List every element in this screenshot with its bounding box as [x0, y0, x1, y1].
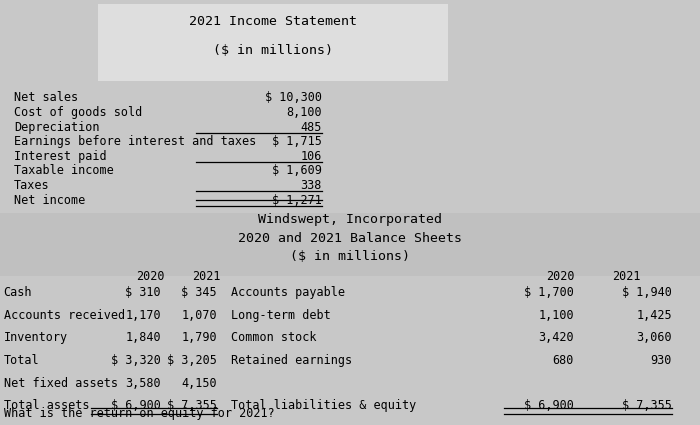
- Text: $ 1,940: $ 1,940: [622, 286, 672, 299]
- Text: $ 3,320: $ 3,320: [111, 354, 161, 367]
- Text: 1,070: 1,070: [181, 309, 217, 322]
- Text: Cash: Cash: [4, 286, 32, 299]
- Text: Earnings before interest and taxes: Earnings before interest and taxes: [14, 135, 256, 148]
- Text: 2021: 2021: [193, 270, 220, 283]
- Text: $ 310: $ 310: [125, 286, 161, 299]
- Text: Net income: Net income: [14, 193, 85, 207]
- Text: 1,425: 1,425: [636, 309, 672, 322]
- Text: Total assets: Total assets: [4, 399, 89, 412]
- Text: 2020 and 2021 Balance Sheets: 2020 and 2021 Balance Sheets: [238, 232, 462, 244]
- Text: Total liabilities & equity: Total liabilities & equity: [231, 399, 416, 412]
- Text: Accounts received: Accounts received: [4, 309, 125, 322]
- Text: 2020: 2020: [546, 270, 574, 283]
- Text: Total: Total: [4, 354, 39, 367]
- Text: What is the return on equity for 2021?: What is the return on equity for 2021?: [4, 407, 274, 420]
- Text: 338: 338: [300, 179, 322, 192]
- Text: ($ in millions): ($ in millions): [290, 249, 410, 263]
- Text: 2021: 2021: [612, 270, 640, 283]
- Text: Windswept, Incorporated: Windswept, Incorporated: [258, 213, 442, 227]
- Text: Depreciation: Depreciation: [14, 121, 99, 133]
- Text: 4,150: 4,150: [181, 377, 217, 390]
- Text: Inventory: Inventory: [4, 331, 68, 344]
- Text: Accounts payable: Accounts payable: [231, 286, 345, 299]
- Text: Taxable income: Taxable income: [14, 164, 113, 177]
- Text: 1,840: 1,840: [125, 331, 161, 344]
- Text: Net fixed assets: Net fixed assets: [4, 377, 118, 390]
- Text: Retained earnings: Retained earnings: [231, 354, 352, 367]
- Text: $ 1,271: $ 1,271: [272, 193, 322, 207]
- Text: 2020: 2020: [136, 270, 164, 283]
- Text: $ 7,355: $ 7,355: [622, 399, 672, 412]
- Text: 106: 106: [300, 150, 322, 163]
- Text: $ 6,900: $ 6,900: [524, 399, 574, 412]
- Text: 3,060: 3,060: [636, 331, 672, 344]
- Text: 1,170: 1,170: [125, 309, 161, 322]
- Text: $ 345: $ 345: [181, 286, 217, 299]
- Text: $ 3,205: $ 3,205: [167, 354, 217, 367]
- Text: 930: 930: [650, 354, 672, 367]
- Text: Interest paid: Interest paid: [14, 150, 106, 163]
- Text: $ 1,715: $ 1,715: [272, 135, 322, 148]
- Text: 2021 Income Statement: 2021 Income Statement: [189, 15, 357, 28]
- Text: $ 1,609: $ 1,609: [272, 164, 322, 177]
- Text: $ 10,300: $ 10,300: [265, 91, 322, 104]
- Text: Taxes: Taxes: [14, 179, 50, 192]
- Text: 8,100: 8,100: [286, 106, 322, 119]
- Text: 680: 680: [552, 354, 574, 367]
- Text: 3,420: 3,420: [538, 331, 574, 344]
- Text: 1,790: 1,790: [181, 331, 217, 344]
- Text: Cost of goods sold: Cost of goods sold: [14, 106, 142, 119]
- Text: 485: 485: [300, 121, 322, 133]
- Text: Common stock: Common stock: [231, 331, 316, 344]
- FancyBboxPatch shape: [98, 4, 448, 81]
- Text: $ 1,700: $ 1,700: [524, 286, 574, 299]
- Text: $ 7,355: $ 7,355: [167, 399, 217, 412]
- Text: ($ in millions): ($ in millions): [213, 45, 333, 57]
- Text: 3,580: 3,580: [125, 377, 161, 390]
- Text: Long-term debt: Long-term debt: [231, 309, 330, 322]
- FancyBboxPatch shape: [0, 212, 700, 276]
- Text: Net sales: Net sales: [14, 91, 78, 104]
- Text: $ 6,900: $ 6,900: [111, 399, 161, 412]
- Text: 1,100: 1,100: [538, 309, 574, 322]
